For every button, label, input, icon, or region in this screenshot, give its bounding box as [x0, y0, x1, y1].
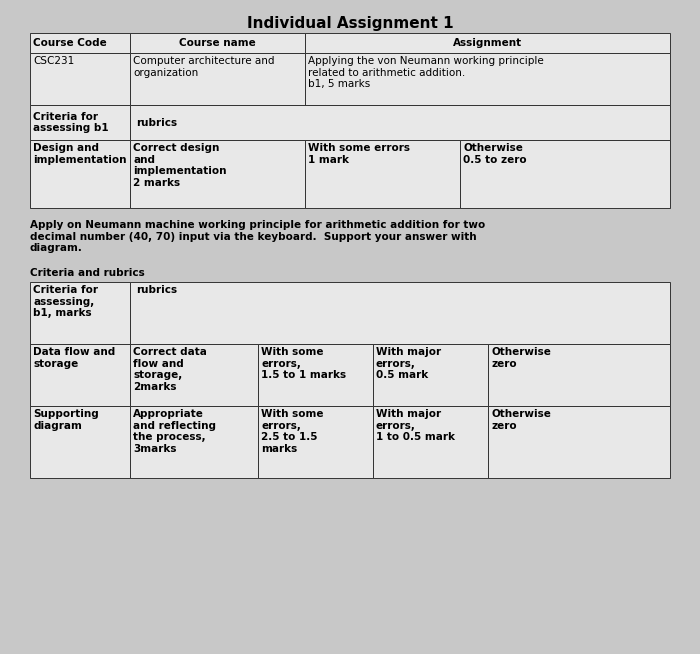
- Text: Data flow and
storage: Data flow and storage: [33, 347, 116, 369]
- Bar: [130, 33, 305, 53]
- Bar: [488, 344, 670, 406]
- Text: rubrics: rubrics: [136, 285, 177, 295]
- Text: With major
errors,
0.5 mark: With major errors, 0.5 mark: [376, 347, 441, 380]
- Bar: [30, 53, 130, 105]
- Text: Individual Assignment 1: Individual Assignment 1: [246, 16, 454, 31]
- Text: Apply on Neumann machine working principle for arithmetic addition for two
decim: Apply on Neumann machine working princip…: [30, 220, 485, 253]
- Text: Computer architecture and
organization: Computer architecture and organization: [133, 56, 274, 78]
- Bar: [130, 344, 258, 406]
- Text: Criteria for
assessing,
b1, marks: Criteria for assessing, b1, marks: [33, 285, 98, 318]
- Bar: [305, 53, 670, 105]
- Bar: [130, 282, 670, 344]
- Text: CSC231: CSC231: [33, 56, 74, 66]
- Text: rubrics: rubrics: [136, 118, 177, 128]
- Text: Supporting
diagram: Supporting diagram: [33, 409, 99, 430]
- Bar: [30, 282, 130, 344]
- Text: Correct data
flow and
storage,
2marks: Correct data flow and storage, 2marks: [133, 347, 207, 392]
- Bar: [130, 140, 305, 208]
- Bar: [488, 406, 670, 478]
- Text: Otherwise
zero: Otherwise zero: [491, 347, 551, 369]
- Text: Appropriate
and reflecting
the process,
3marks: Appropriate and reflecting the process, …: [133, 409, 216, 454]
- Text: Applying the von Neumann working principle
related to arithmetic addition.
b1, 5: Applying the von Neumann working princip…: [308, 56, 544, 89]
- Bar: [130, 53, 305, 105]
- Bar: [258, 344, 373, 406]
- Bar: [30, 406, 130, 478]
- Bar: [30, 33, 130, 53]
- Text: Course Code: Course Code: [33, 38, 106, 48]
- Text: Criteria and rubrics: Criteria and rubrics: [30, 268, 145, 278]
- Bar: [30, 344, 130, 406]
- Text: Course name: Course name: [179, 38, 256, 48]
- Bar: [258, 406, 373, 478]
- Bar: [460, 140, 670, 208]
- Bar: [30, 105, 130, 140]
- Bar: [30, 140, 130, 208]
- Bar: [130, 105, 670, 140]
- Bar: [373, 406, 488, 478]
- Bar: [305, 33, 670, 53]
- Text: Criteria for
assessing b1: Criteria for assessing b1: [33, 112, 108, 133]
- Bar: [305, 140, 460, 208]
- Text: With major
errors,
1 to 0.5 mark: With major errors, 1 to 0.5 mark: [376, 409, 455, 442]
- Text: Correct design
and
implementation
2 marks: Correct design and implementation 2 mark…: [133, 143, 227, 188]
- Text: Assignment: Assignment: [453, 38, 522, 48]
- Text: Otherwise
0.5 to zero: Otherwise 0.5 to zero: [463, 143, 526, 165]
- Text: With some
errors,
2.5 to 1.5
marks: With some errors, 2.5 to 1.5 marks: [261, 409, 323, 454]
- Bar: [130, 406, 258, 478]
- Text: Design and
implementation: Design and implementation: [33, 143, 127, 165]
- Text: With some
errors,
1.5 to 1 marks: With some errors, 1.5 to 1 marks: [261, 347, 346, 380]
- Text: With some errors
1 mark: With some errors 1 mark: [308, 143, 410, 165]
- Text: Otherwise
zero: Otherwise zero: [491, 409, 551, 430]
- Bar: [373, 344, 488, 406]
